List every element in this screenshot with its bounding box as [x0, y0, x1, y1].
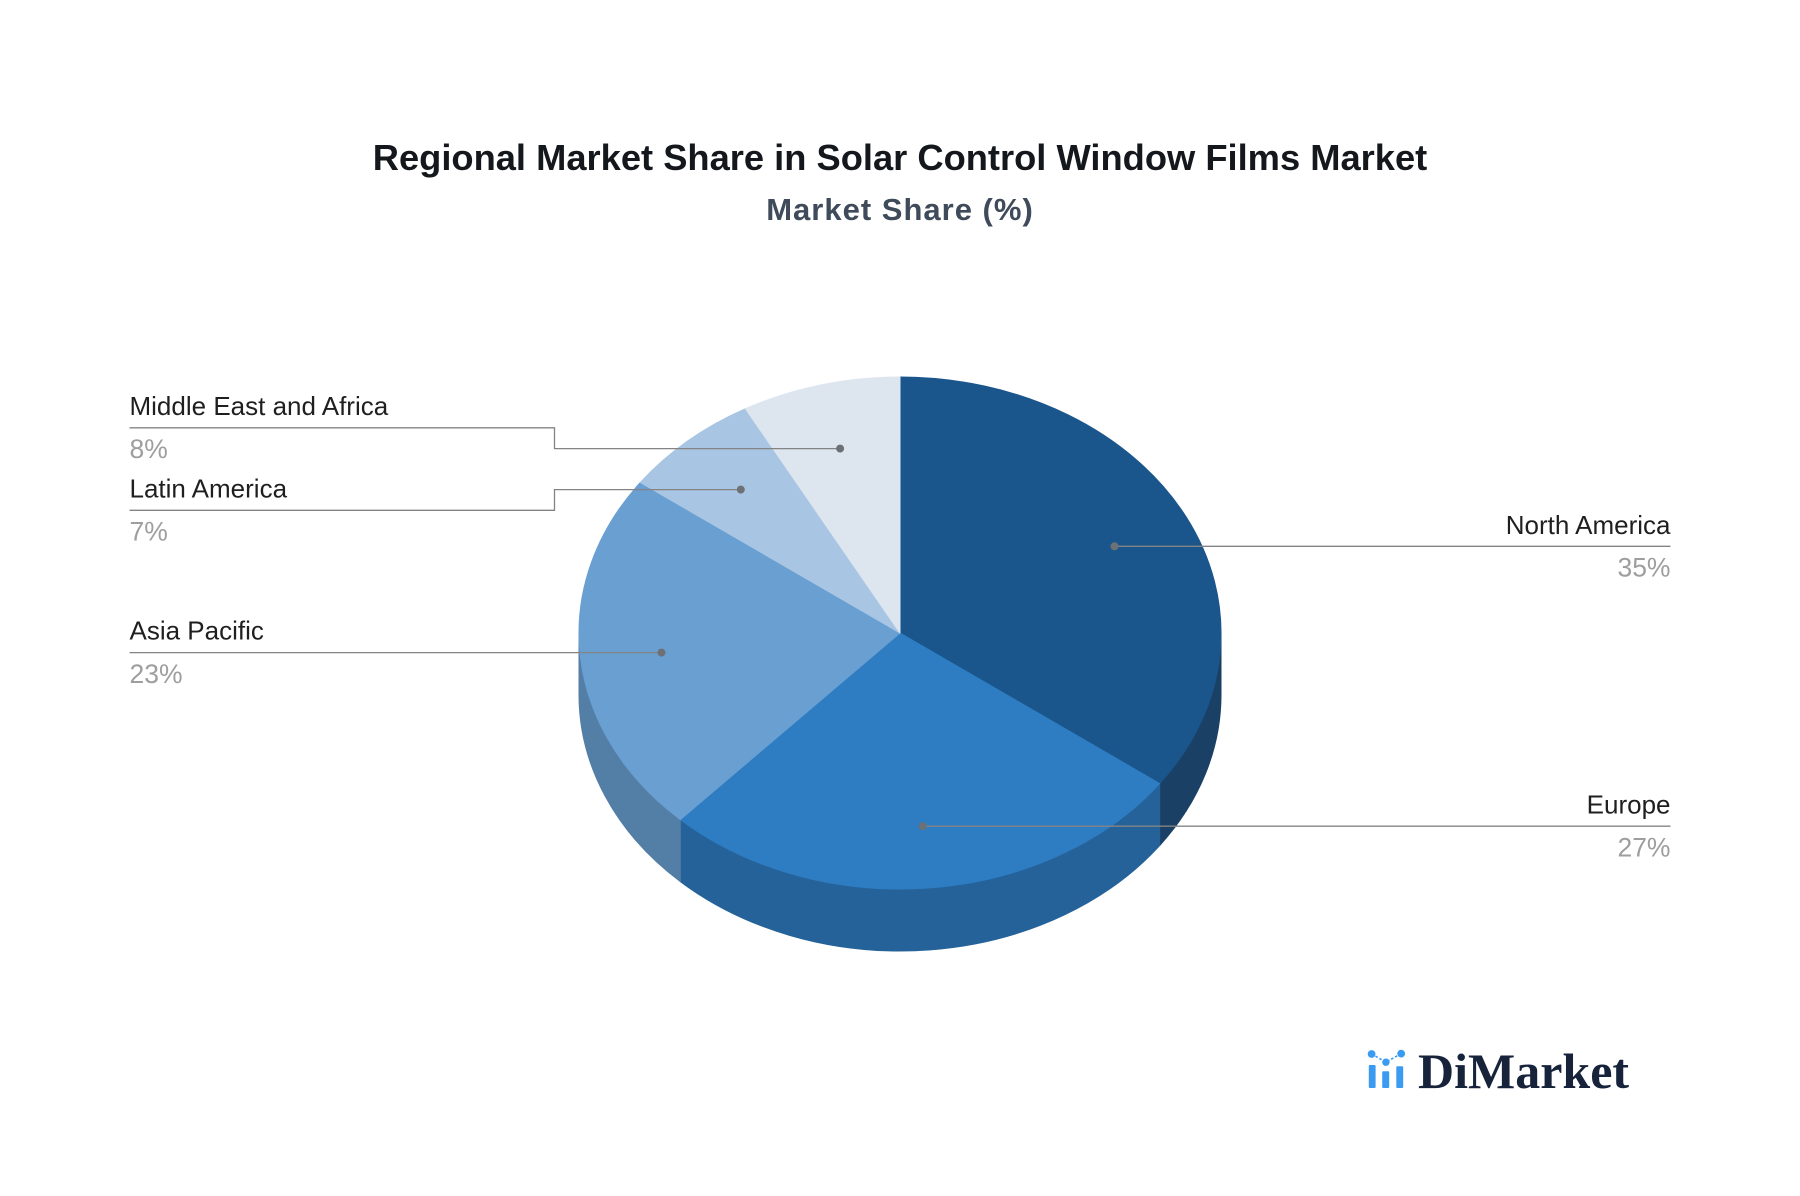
- svg-text:Middle East and Africa: Middle East and Africa: [130, 391, 389, 421]
- svg-text:8%: 8%: [130, 434, 168, 464]
- svg-text:Europe: Europe: [1587, 790, 1671, 820]
- svg-text:35%: 35%: [1617, 553, 1670, 583]
- svg-text:Asia Pacific: Asia Pacific: [130, 616, 264, 646]
- svg-text:27%: 27%: [1617, 832, 1670, 862]
- svg-text:7%: 7%: [130, 517, 168, 547]
- svg-text:23%: 23%: [130, 659, 183, 689]
- svg-text:DiMarket: DiMarket: [1418, 1043, 1629, 1099]
- svg-text:Market Share (%): Market Share (%): [766, 192, 1034, 227]
- svg-text:Latin America: Latin America: [130, 473, 288, 503]
- svg-text:North America: North America: [1506, 510, 1671, 540]
- svg-text:Regional Market Share in Solar: Regional Market Share in Solar Control W…: [373, 137, 1427, 178]
